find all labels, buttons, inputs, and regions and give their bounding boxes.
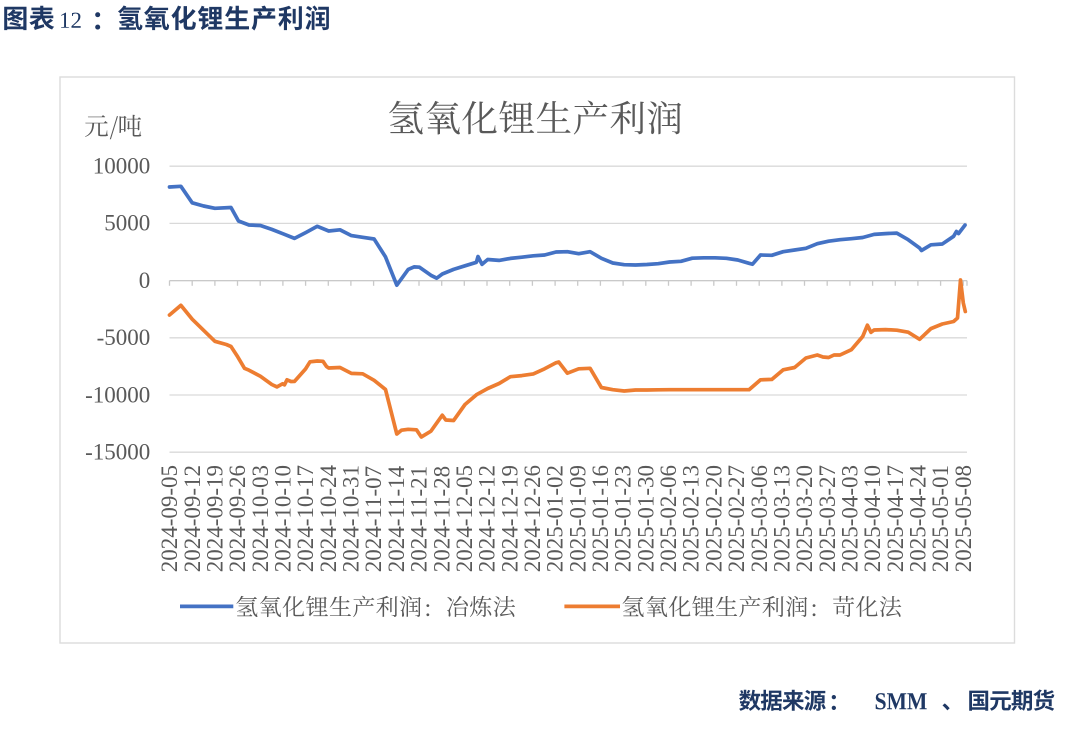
svg-text:2024-12-05: 2024-12-05 [452, 465, 477, 572]
svg-text:2025-01-16: 2025-01-16 [588, 465, 613, 572]
svg-text:-5000: -5000 [97, 325, 151, 350]
svg-text:2025-03-13: 2025-03-13 [770, 465, 795, 572]
svg-text:2025-03-06: 2025-03-06 [747, 465, 772, 572]
svg-text:2024-09-26: 2024-09-26 [225, 465, 250, 572]
svg-text:2024-10-10: 2024-10-10 [271, 465, 296, 572]
svg-text:2025-01-23: 2025-01-23 [611, 465, 636, 572]
svg-text:2025-03-20: 2025-03-20 [792, 465, 817, 572]
svg-text:2024-11-14: 2024-11-14 [384, 465, 409, 572]
svg-text:2025-01-09: 2025-01-09 [565, 465, 590, 572]
svg-text:2025-05-01: 2025-05-01 [928, 465, 953, 572]
svg-text:2024-10-24: 2024-10-24 [316, 464, 341, 572]
svg-text:2024-12-19: 2024-12-19 [497, 465, 522, 572]
svg-text:2025-02-13: 2025-02-13 [679, 465, 704, 572]
svg-text:2025-03-27: 2025-03-27 [815, 465, 840, 572]
svg-text:2025-02-27: 2025-02-27 [724, 465, 749, 572]
svg-text:2025-02-20: 2025-02-20 [701, 465, 726, 572]
svg-text:2024-09-12: 2024-09-12 [180, 465, 205, 572]
svg-text:10000: 10000 [93, 154, 151, 179]
svg-text:2024-12-12: 2024-12-12 [475, 465, 500, 572]
svg-text:2024-10-17: 2024-10-17 [293, 465, 318, 572]
svg-text:2025-04-10: 2025-04-10 [860, 465, 885, 572]
svg-text:2025-04-03: 2025-04-03 [838, 465, 863, 572]
svg-text:2024-10-31: 2024-10-31 [339, 465, 364, 572]
svg-text:5000: 5000 [104, 211, 150, 236]
svg-text:-15000: -15000 [85, 440, 150, 465]
svg-text:2024-11-07: 2024-11-07 [361, 466, 386, 572]
svg-text:2024-11-21: 2024-11-21 [407, 466, 432, 572]
svg-text:2025-05-08: 2025-05-08 [951, 465, 976, 572]
svg-text:0: 0 [139, 268, 151, 293]
svg-text:2025-04-24: 2025-04-24 [906, 464, 931, 572]
svg-text:2025-01-30: 2025-01-30 [633, 465, 658, 572]
svg-text:2024-11-28: 2024-11-28 [429, 466, 454, 572]
svg-text:2024-09-05: 2024-09-05 [157, 465, 182, 572]
svg-text:2024-10-03: 2024-10-03 [248, 465, 273, 572]
svg-text:2024-09-19: 2024-09-19 [203, 465, 228, 572]
svg-text:2025-04-17: 2025-04-17 [883, 465, 908, 572]
svg-text:2025-01-02: 2025-01-02 [543, 465, 568, 572]
svg-text:2025-02-06: 2025-02-06 [656, 465, 681, 572]
svg-text:2024-12-26: 2024-12-26 [520, 465, 545, 572]
svg-text:-10000: -10000 [85, 382, 150, 407]
